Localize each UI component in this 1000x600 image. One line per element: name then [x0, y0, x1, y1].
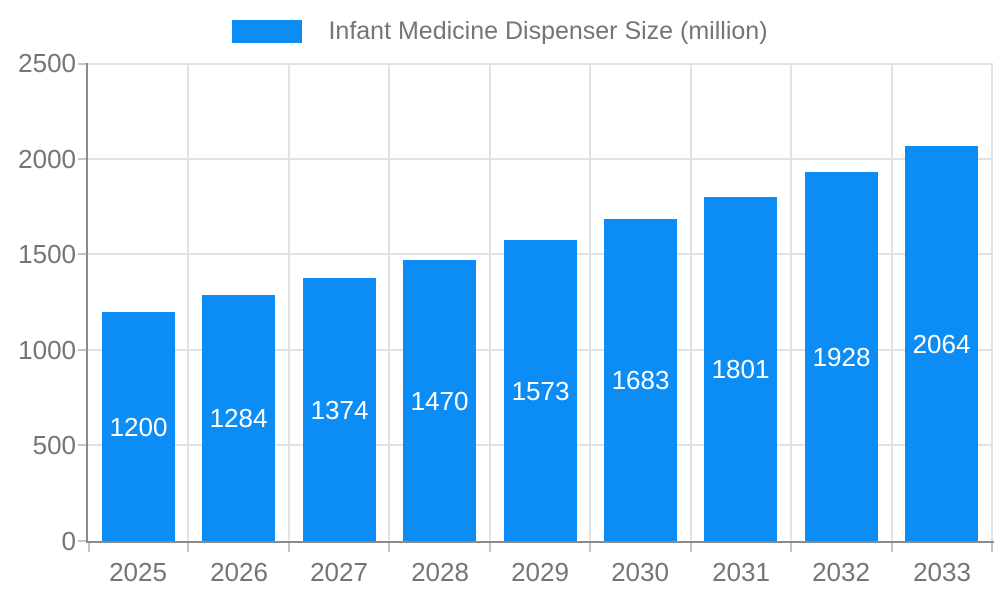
- plot-area: 0 500 1000 1500 2000 2500 1200 2025 1284 2026 1374…: [18, 48, 993, 587]
- y-axis-tick: [78, 349, 88, 351]
- y-axis-tick: [78, 540, 88, 542]
- x-axis-tick: [991, 543, 993, 552]
- y-axis-tick: [78, 63, 88, 65]
- x-axis-label: 2025: [109, 557, 167, 587]
- x-axis-tick: [187, 543, 189, 552]
- legend-label: Infant Medicine Dispenser Size (million): [328, 17, 768, 45]
- bar[interactable]: [303, 278, 376, 541]
- x-axis-label: 2032: [812, 557, 870, 587]
- x-axis-label: 2033: [913, 557, 971, 587]
- gridline-vertical: [388, 63, 390, 541]
- bar[interactable]: [604, 219, 677, 541]
- x-axis-tick: [589, 543, 591, 552]
- gridline-vertical: [288, 63, 290, 541]
- bar[interactable]: [905, 146, 978, 541]
- x-axis-tick: [690, 543, 692, 552]
- gridline-vertical: [790, 63, 792, 541]
- bar[interactable]: [805, 172, 878, 541]
- y-axis-label: 2500: [18, 48, 76, 78]
- x-axis-tick: [489, 543, 491, 552]
- x-axis-label: 2028: [411, 557, 469, 587]
- gridline-vertical: [489, 63, 491, 541]
- y-axis-tick: [78, 158, 88, 160]
- x-axis-tick: [790, 543, 792, 552]
- gridline-vertical: [187, 63, 189, 541]
- gridline-vertical: [891, 63, 893, 541]
- legend-swatch: [232, 19, 303, 43]
- x-axis-label: 2029: [511, 557, 569, 587]
- x-axis-label: 2030: [611, 557, 669, 587]
- bar[interactable]: [102, 312, 175, 541]
- x-axis-tick: [891, 543, 893, 552]
- gridline-vertical: [690, 63, 692, 541]
- x-axis-tick: [88, 543, 90, 552]
- y-axis-label: 500: [32, 430, 76, 460]
- y-axis-label: 0: [61, 526, 76, 556]
- gridline-vertical: [991, 63, 993, 541]
- gridline-horizontal: [88, 158, 992, 160]
- legend-item[interactable]: Infant Medicine Dispenser Size (million): [0, 16, 1000, 46]
- y-axis-tick: [78, 253, 88, 255]
- y-axis-tick: [78, 444, 88, 446]
- x-axis-tick: [288, 543, 290, 552]
- x-axis-label: 2026: [210, 557, 268, 587]
- y-axis-label: 2000: [18, 144, 76, 174]
- bar[interactable]: [504, 240, 577, 541]
- gridline-horizontal: [88, 63, 992, 65]
- x-axis-label: 2031: [712, 557, 770, 587]
- y-axis-line: [86, 63, 88, 543]
- gridline-vertical: [589, 63, 591, 541]
- y-axis-label: 1500: [18, 239, 76, 269]
- x-axis-label: 2027: [310, 557, 368, 587]
- x-axis-line: [86, 541, 994, 543]
- y-axis-label: 1000: [18, 335, 76, 365]
- bar[interactable]: [704, 197, 777, 541]
- x-axis-tick: [388, 543, 390, 552]
- bar[interactable]: [403, 260, 476, 541]
- bar[interactable]: [202, 295, 275, 541]
